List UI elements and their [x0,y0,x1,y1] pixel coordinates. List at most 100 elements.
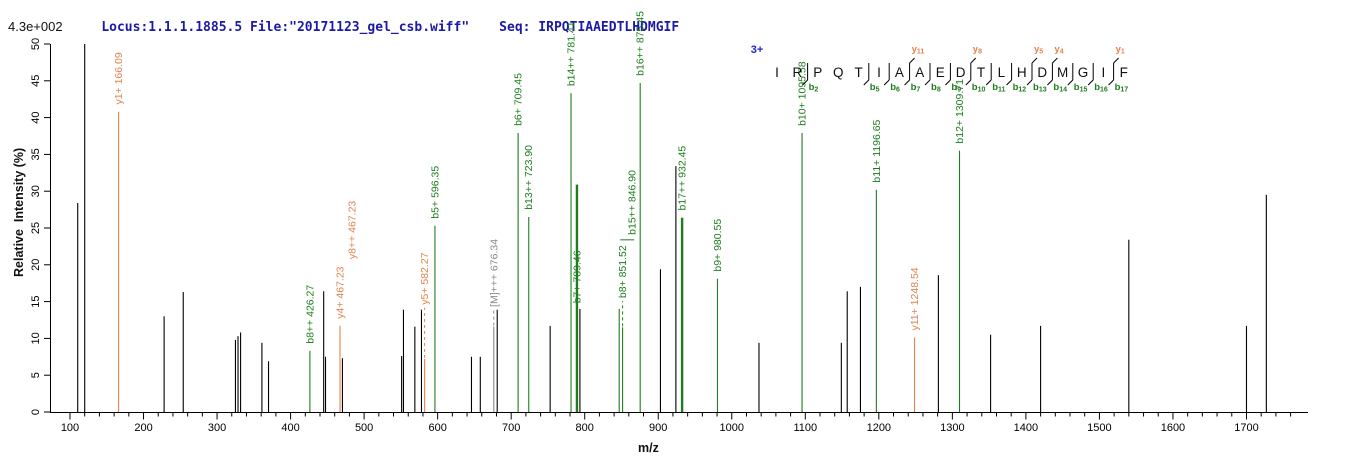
peak-label: b10+ 1095.58 [797,61,809,126]
y-tick-label: 5 [30,372,42,378]
x-tick-label: 1700 [1234,422,1258,434]
residue-letter: R [793,65,803,80]
peak-label: b6+ 709.45 [513,73,525,126]
residue-letter: A [915,65,924,80]
b-ion-hook [945,79,951,86]
b-ion-marker-label: b12 [1013,82,1027,94]
b-ion-hook [1047,79,1053,86]
residue-letter: I [775,65,779,80]
residue-letter: P [813,65,822,80]
x-tick-label: 1100 [793,422,817,434]
b-ion-hook [1108,79,1114,86]
b-ion-marker-label: b15 [1074,82,1088,94]
x-tick-label: 1500 [1087,422,1111,434]
y-tick-label: 25 [30,222,42,234]
residue-letter: D [1037,65,1047,80]
peak-label: b15++ 846.90 [627,170,639,235]
y-ion-hook [909,57,915,64]
peak-label: b7+ 789.46 [571,250,583,303]
b-ion-marker-label: b10 [972,82,986,94]
b-ion-hook [1087,79,1094,86]
y-ion-marker-label: y1 [1116,44,1125,56]
residue-letter: T [977,65,985,80]
x-tick-label: 300 [208,422,226,434]
y-ion-marker-label: y11 [912,44,925,56]
residue-letter: F [1120,65,1128,80]
y-tick-label: 35 [30,148,42,160]
peak-label: y1+ 166.09 [113,52,125,104]
y-ion-hook [970,57,977,64]
b-ion-hook [883,79,890,86]
x-tick-label: 1000 [720,422,744,434]
peak-label: [M]+++ 676.34 [488,239,500,307]
y-ion-marker-label: y8 [973,44,982,56]
y-tick-label: 40 [30,111,42,123]
x-tick-label: 500 [355,422,373,434]
residue-letter: I [877,65,881,80]
x-tick-label: 100 [61,422,79,434]
peak-label: y11+ 1248.54 [909,267,921,330]
x-tick-label: 1400 [1014,422,1038,434]
x-tick-label: 1300 [940,422,964,434]
x-axis-title: m/z [638,441,659,455]
residue-letter: G [1078,65,1089,80]
locus-file-label: Locus:1.1.1.1885.5 File:"20171123_gel_cs… [101,20,470,35]
precursor-charge-label: 3+ [751,44,764,56]
peak-label: b8++ 426.27 [304,285,316,344]
x-tick-label: 800 [576,422,594,434]
y-ion-hook [1031,57,1038,64]
b-ion-hook [1067,79,1074,86]
x-tick-label: 1600 [1161,422,1185,434]
peak-label: b5+ 596.35 [429,166,441,219]
x-tick-label: 900 [649,422,667,434]
residue-letter: D [956,65,966,80]
spectrum-title: Locus:1.1.1.1885.5 File:"20171123_gel_cs… [70,5,679,50]
y-tick-label: 50 [30,38,42,50]
peak-label: b17++ 932.45 [677,146,689,211]
peak-label: y5+ 582.27 [419,252,431,304]
peak-label: b12+ 1309.71 [954,79,966,144]
peak-label: b16++ 875.45 [635,11,647,76]
y-ion-marker-label: y4 [1054,44,1063,56]
peak-label: b9+ 980.55 [712,219,724,272]
residue-letter: I [1102,65,1106,80]
residue-letter: A [895,65,904,80]
y-ion-hook [1052,57,1058,64]
x-tick-label: 1200 [867,422,891,434]
y-tick-label: 0 [30,409,42,415]
peak-label: b13++ 723.90 [523,145,535,210]
b-ion-marker-label: b16 [1094,82,1108,94]
peak-label: y4+ 467.23 [335,266,347,318]
y-tick-label: 20 [30,259,42,271]
b-ion-hook [965,79,972,86]
y-ion-hook [1113,57,1119,64]
y-ion-marker-label: y5 [1034,44,1043,56]
residue-letter: Q [833,65,844,80]
peak-label: b14++ 781.41 [566,21,578,86]
b-ion-marker-label: b7 [911,82,921,94]
b-ion-marker-label: b9 [951,82,961,94]
b-ion-marker-label: b17 [1115,82,1129,94]
b-ion-marker-label: b5 [870,82,880,94]
b-ion-marker-label: b14 [1053,82,1067,94]
b-ion-marker-label: b13 [1033,82,1047,94]
x-tick-label: 700 [502,422,520,434]
y-tick-label: 10 [30,332,42,344]
sequence-label: Seq: IRPQTIAAEDTLHDMGIF [499,20,680,35]
b-ion-hook [802,79,808,86]
x-tick-label: 600 [428,422,446,434]
b-ion-hook [1026,79,1033,86]
b-ion-hook [1006,79,1012,86]
residue-letter: T [854,65,862,80]
y-tick-label: 30 [30,185,42,197]
y-tick-label: 15 [30,295,42,307]
y-tick-label: 45 [30,75,42,87]
b-ion-marker-label: b11 [992,82,1005,94]
b-ion-hook [924,79,931,86]
b-ion-marker-label: b6 [890,82,900,94]
b-ion-hook [863,79,870,86]
b-ion-hook [985,79,992,86]
x-tick-label: 200 [134,422,152,434]
